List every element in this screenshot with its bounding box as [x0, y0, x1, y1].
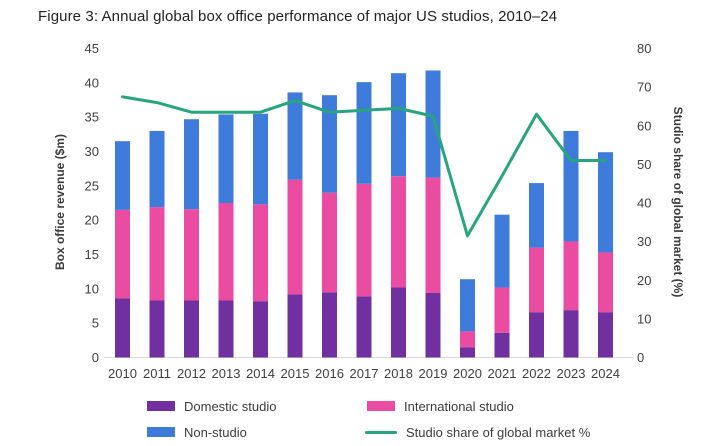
bar-segment: [391, 287, 406, 358]
bar-segment: [218, 114, 234, 203]
legend-item-domestic-studio: Domestic studio: [147, 398, 276, 414]
x-tick-label: 2016: [315, 366, 344, 381]
y-right-tick-label: 70: [637, 80, 651, 95]
bar-segment: [287, 294, 303, 358]
x-tick-label: 2013: [212, 366, 241, 381]
bar-segment: [287, 179, 303, 295]
y-left-tick-label: 45: [85, 41, 99, 56]
bar-segment: [218, 203, 234, 301]
bar-segment: [149, 207, 165, 301]
bar-segment: [391, 176, 406, 288]
bar-segment: [563, 241, 579, 311]
x-tick-label: 2012: [177, 366, 206, 381]
bar-segment: [460, 331, 475, 348]
bar-segment: [356, 183, 372, 297]
bar-segment: [529, 183, 544, 248]
x-tick-label: 2019: [419, 366, 448, 381]
y-left-tick-label: 0: [92, 350, 99, 365]
bar-segment: [563, 310, 579, 358]
bar-segment: [356, 296, 372, 358]
y-right-tick-label: 30: [637, 234, 651, 249]
y-left-tick-label: 35: [85, 110, 99, 125]
bar-segment: [218, 300, 234, 358]
y-right-tick-label: 20: [637, 273, 651, 288]
legend-swatch-international-studio: [367, 401, 395, 411]
bar-segment: [563, 130, 579, 242]
y-right-tick-label: 80: [637, 41, 651, 56]
x-tick-label: 2020: [453, 366, 482, 381]
y-left-tick-label: 10: [85, 281, 99, 296]
bar-segment: [598, 312, 613, 358]
y-left-tick-label: 20: [85, 213, 99, 228]
bar-segment: [115, 141, 130, 210]
y-left-tick-label: 30: [85, 144, 99, 159]
bar-segment: [115, 298, 130, 358]
bar-segment: [529, 247, 544, 313]
x-tick-label: 2023: [557, 366, 586, 381]
x-tick-label: 2011: [143, 366, 171, 381]
y-left-tick-label: 15: [85, 247, 99, 262]
y-right-tick-label: 60: [637, 118, 651, 133]
bar-segment: [149, 300, 165, 358]
bar-segment: [391, 73, 406, 177]
bar-segment: [494, 287, 510, 333]
legend-swatch-domestic-studio: [147, 401, 175, 411]
bar-segment: [460, 347, 475, 358]
bar-segment: [494, 214, 510, 288]
bar-segment: [598, 152, 613, 253]
legend-item-studio-share-line: Studio share of global market %: [365, 424, 590, 440]
legend-label-studio-share-line: Studio share of global market %: [406, 424, 591, 440]
bar-segment: [425, 292, 441, 358]
bar-segment: [253, 204, 268, 302]
y-right-tick-label: 40: [637, 196, 651, 211]
bar-segment: [184, 119, 199, 210]
legend-item-non-studio: Non-studio: [147, 424, 247, 440]
x-tick-label: 2015: [281, 366, 310, 381]
legend-swatch-studio-share-line: [365, 430, 397, 434]
y-right-tick-label: 10: [637, 311, 651, 326]
bar-segment: [322, 95, 337, 193]
bar-segment: [425, 70, 441, 178]
y-left-tick-label: 25: [85, 178, 99, 193]
bar-segment: [184, 209, 199, 301]
bar-segment: [598, 252, 613, 313]
bar-segment: [425, 177, 441, 293]
figure-title: Figure 3: Annual global box office perfo…: [38, 8, 558, 25]
legend-label-international-studio: International studio: [404, 398, 514, 414]
bar-segment: [322, 192, 337, 293]
legend-label-non-studio: Non-studio: [184, 424, 247, 440]
bar-segment: [184, 300, 199, 358]
bar-segment: [253, 113, 268, 205]
bar-segment: [287, 92, 303, 180]
legend-swatch-non-studio: [147, 427, 175, 437]
legend-item-international-studio: International studio: [367, 398, 514, 414]
share-line: [121, 95, 607, 238]
y-left-tick-label: 40: [85, 75, 99, 90]
bar-segment: [356, 82, 372, 184]
bar-segment: [322, 292, 337, 358]
y-right-tick-label: 50: [637, 157, 651, 172]
x-tick-label: 2021: [488, 366, 517, 381]
legend-label-domestic-studio: Domestic studio: [184, 398, 277, 414]
bar-segment: [253, 301, 268, 358]
y-right-tick-label: 0: [637, 350, 644, 365]
x-tick-label: 2018: [384, 366, 413, 381]
bar-segment: [494, 332, 510, 358]
x-tick-label: 2022: [522, 366, 551, 381]
y-left-tick-label: 5: [92, 316, 99, 331]
bar-segment: [529, 312, 544, 358]
chart-canvas: 2010 2011 2012 2013 2014 2015 2016 2017 2018 2019…: [85, 41, 652, 381]
x-tick-label: 2014: [246, 366, 275, 381]
x-tick-label: 2010: [108, 366, 137, 381]
bar-segment: [460, 279, 475, 332]
x-tick-label: 2024: [591, 366, 620, 381]
bar-segment: [149, 130, 165, 208]
bar-segment: [115, 209, 130, 299]
x-tick-label: 2017: [350, 366, 379, 381]
